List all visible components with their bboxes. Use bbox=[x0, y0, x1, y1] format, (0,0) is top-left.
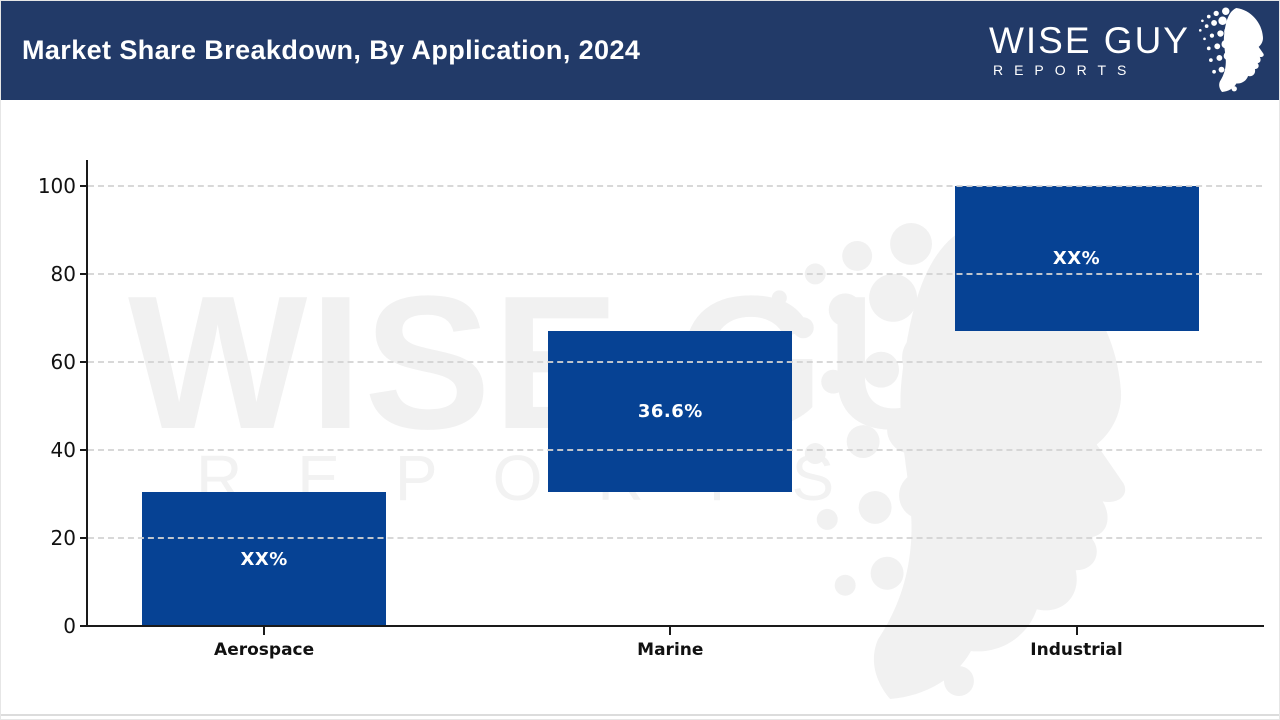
y-tick-mark-100 bbox=[80, 185, 88, 187]
x-tick-mark-aerospace bbox=[263, 627, 266, 635]
brand-logo-text: WISE GUY REPORTS bbox=[988, 19, 1190, 79]
bar-marine: 36.6% bbox=[548, 331, 793, 493]
bottom-divider bbox=[0, 714, 1280, 716]
x-tick-mark-marine bbox=[669, 627, 672, 635]
bar-value-label-aerospace: XX% bbox=[240, 548, 288, 570]
y-tick-label-100: 100 bbox=[37, 174, 76, 198]
bar-value-label-marine: 36.6% bbox=[637, 401, 703, 423]
header-bar: Market Share Breakdown, By Application, … bbox=[0, 0, 1280, 100]
page-title: Market Share Breakdown, By Application, … bbox=[22, 34, 641, 65]
wise-guy-head-logo-icon bbox=[1198, 7, 1264, 92]
gridline-80 bbox=[88, 273, 1262, 275]
logo-reports-text: REPORTS bbox=[992, 62, 1138, 79]
brand-logo: WISE GUY REPORTS bbox=[989, 7, 1266, 93]
gridline-20 bbox=[88, 537, 1262, 539]
gridline-40 bbox=[88, 449, 1262, 451]
y-tick-label-0: 0 bbox=[63, 614, 76, 638]
y-tick-mark-40 bbox=[80, 449, 88, 451]
bar-industrial: XX% bbox=[954, 186, 1199, 332]
y-tick-label-40: 40 bbox=[50, 438, 76, 462]
x-tick-label-aerospace: Aerospace bbox=[214, 640, 315, 660]
gridline-100 bbox=[88, 185, 1262, 187]
gridline-60 bbox=[88, 361, 1262, 363]
y-tick-label-20: 20 bbox=[50, 526, 76, 550]
y-tick-mark-60 bbox=[80, 361, 88, 363]
logo-wiseguy-text: WISE GUY bbox=[988, 19, 1190, 61]
bar-value-label-industrial: XX% bbox=[1052, 248, 1101, 270]
y-axis-line bbox=[86, 160, 88, 627]
x-axis-line bbox=[86, 625, 1264, 627]
y-tick-label-80: 80 bbox=[50, 262, 76, 286]
x-tick-label-marine: Marine bbox=[637, 640, 704, 660]
y-tick-mark-80 bbox=[80, 273, 88, 275]
x-tick-mark-industrial bbox=[1075, 627, 1078, 635]
y-tick-mark-20 bbox=[80, 537, 88, 539]
y-tick-mark-0 bbox=[80, 625, 88, 627]
y-tick-label-60: 60 bbox=[50, 350, 76, 374]
bar-aerospace: XX% bbox=[142, 492, 387, 626]
x-tick-label-industrial: Industrial bbox=[1030, 640, 1123, 660]
